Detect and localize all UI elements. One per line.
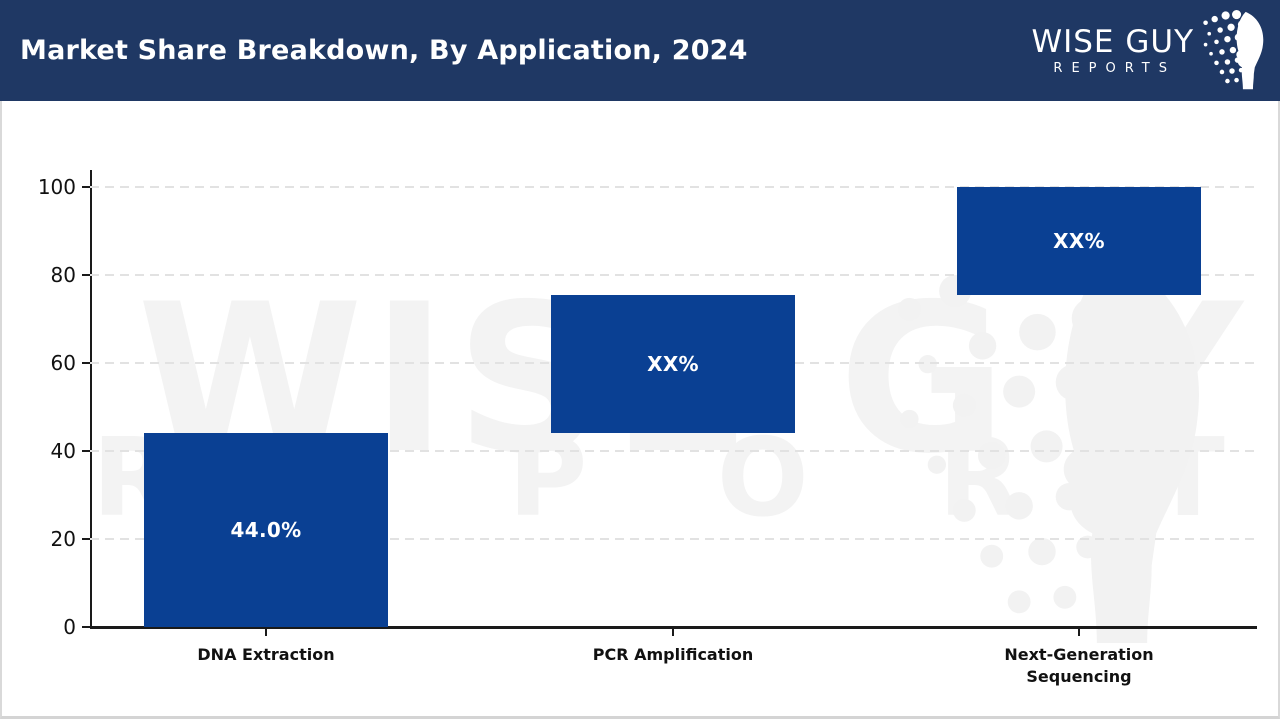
bar-value-label: XX% [1053,228,1105,253]
y-tick-label: 100 [37,175,76,199]
logo-subtitle: REPORTS [1053,60,1177,76]
dotted-face-icon [1203,9,1264,89]
logo-name: WISE GUY [1031,23,1194,60]
category-label: PCR Amplification [592,645,754,664]
x-axis-line [90,626,1257,629]
y-tick-label: 80 [50,263,76,287]
category-label: Next-Generation Sequencing [1004,645,1154,686]
page-title: Market Share Breakdown, By Application, … [20,35,748,66]
y-tick [82,362,90,364]
gridline [90,538,1255,540]
bar-value-label: 44.0% [230,518,302,543]
y-tick-label: 60 [50,351,76,375]
plot-area: 0 20 40 60 80 100 44.0% DNA Extraction XX% PCR Am… [38,170,1257,716]
y-tick [82,626,90,628]
bar-1: 44.0% [144,433,388,627]
bar-3: XX% [957,187,1201,295]
y-tick [82,538,90,540]
y-tick-label: 40 [50,439,76,463]
header-bar: Market Share Breakdown, By Application, … [0,0,1280,101]
y-tick [82,186,90,188]
y-tick-label: 0 [63,615,76,639]
x-tick [1078,629,1080,636]
gridline [90,274,1255,276]
y-tick-label: 20 [50,527,76,551]
x-tick [672,629,674,636]
wise-guy-reports-logo: WISE GUY REPORTS [1031,9,1280,92]
y-axis-line [90,170,92,629]
gridline [90,450,1255,452]
x-tick [265,629,267,636]
category-label: DNA Extraction [197,645,335,664]
gridline [90,186,1255,188]
bar-value-label: XX% [647,352,699,377]
y-tick [82,450,90,452]
bar-2: XX% [551,294,795,434]
logo-text: WISE GUY REPORTS [1031,23,1194,76]
chart-canvas: WISE G Y R E P O R T S 02040608010044.0%… [0,101,1280,719]
y-tick [82,274,90,276]
